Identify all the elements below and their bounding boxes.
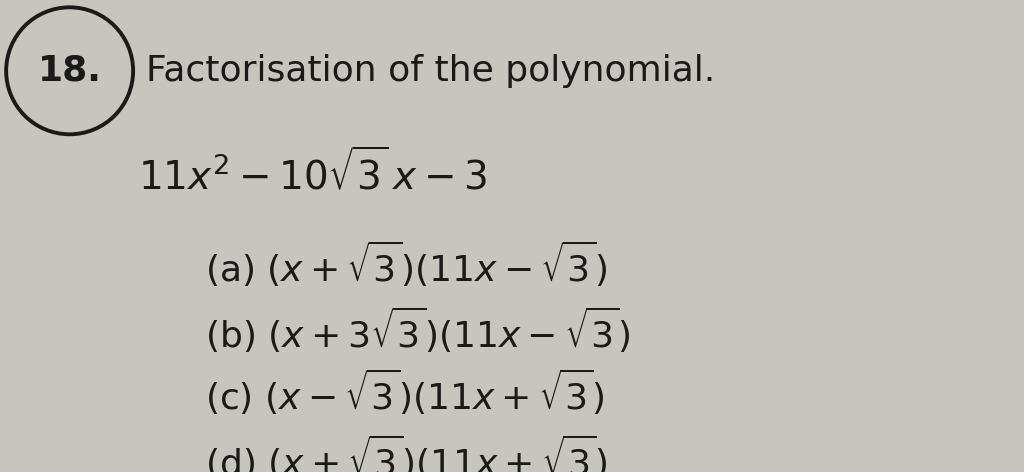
Text: Factorisation of the polynomial.: Factorisation of the polynomial. bbox=[146, 54, 716, 88]
Text: (b) $(x+3\sqrt{3})(11x-\sqrt{3})$: (b) $(x+3\sqrt{3})(11x-\sqrt{3})$ bbox=[205, 305, 631, 355]
Text: (a) $(x+\sqrt{3})(11x-\sqrt{3})$: (a) $(x+\sqrt{3})(11x-\sqrt{3})$ bbox=[205, 239, 607, 289]
Text: (c) $(x-\sqrt{3})(11x+\sqrt{3})$: (c) $(x-\sqrt{3})(11x+\sqrt{3})$ bbox=[205, 367, 604, 417]
Text: 18.: 18. bbox=[38, 54, 101, 88]
Text: (d) $(x+\sqrt{3})(11x+\sqrt{3})$: (d) $(x+\sqrt{3})(11x+\sqrt{3})$ bbox=[205, 433, 607, 472]
Text: $11x^2-10\sqrt{3}\,x-3$: $11x^2-10\sqrt{3}\,x-3$ bbox=[138, 148, 487, 197]
